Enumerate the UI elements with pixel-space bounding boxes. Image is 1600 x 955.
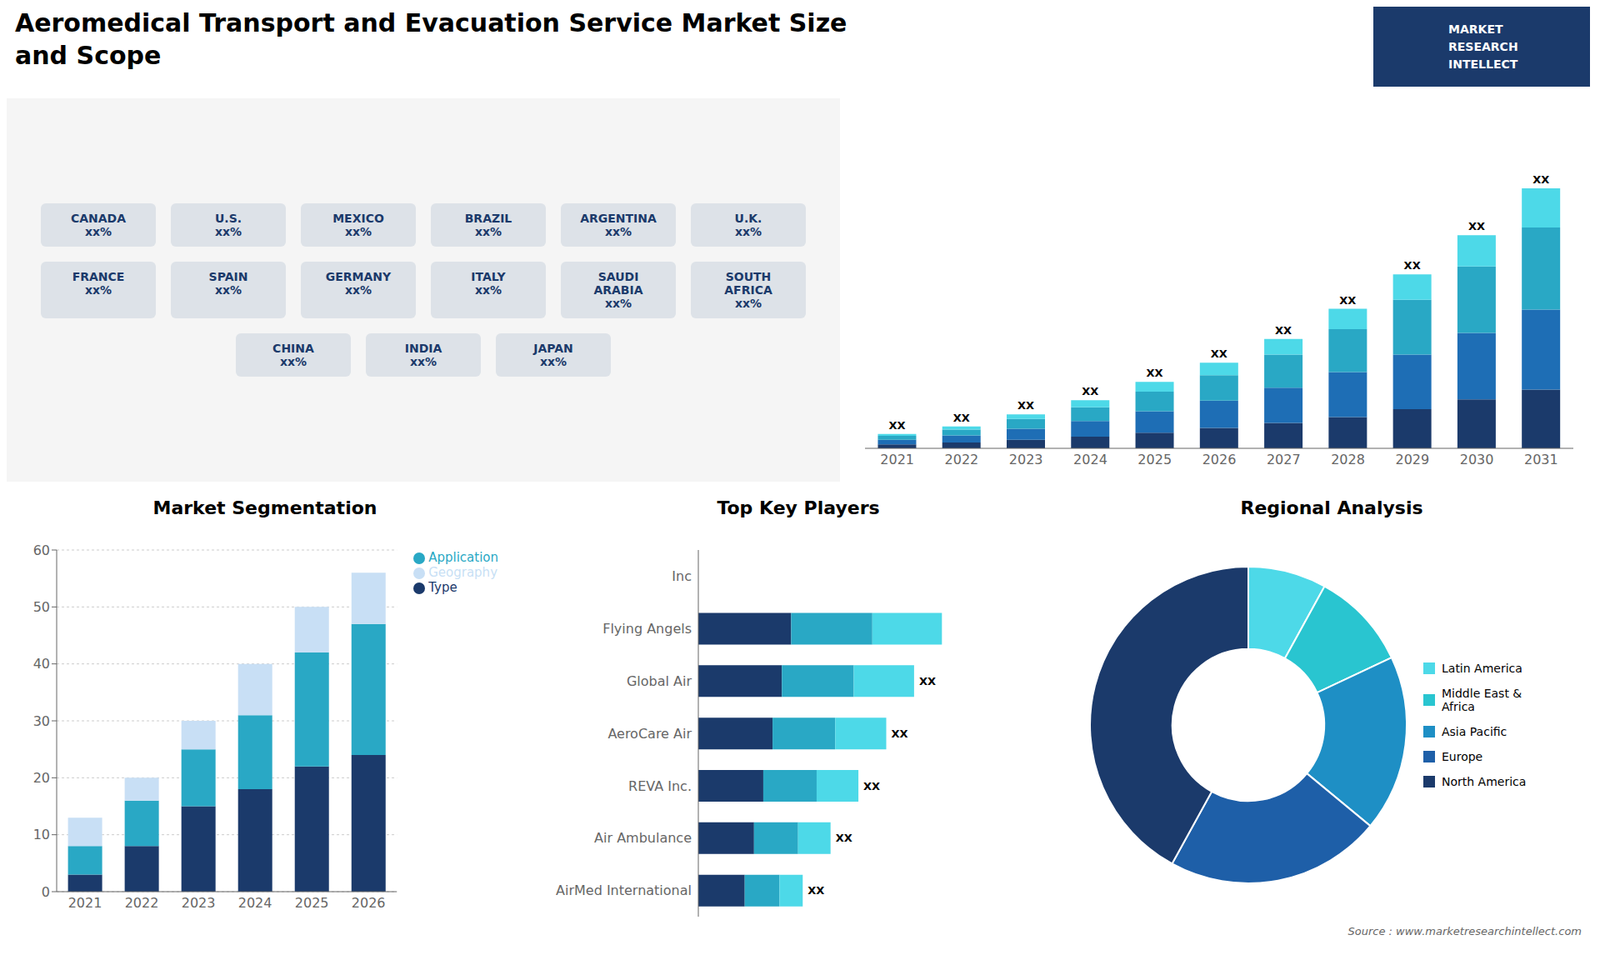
svg-text:2023: 2023 <box>1009 451 1044 468</box>
svg-text:2030: 2030 <box>1460 451 1495 468</box>
html-text:Europe: Europe <box>1441 750 1483 764</box>
svg-text:2029: 2029 <box>1395 451 1430 468</box>
html-text:RESEARCH: RESEARCH <box>1448 39 1518 53</box>
svg-text:2025: 2025 <box>295 895 330 911</box>
svg-text:XX: XX <box>1146 366 1164 380</box>
html-text:JAPAN xx%: JAPAN xx% <box>533 341 574 369</box>
svg-text:XX: XX <box>863 780 880 793</box>
svg-text:Global Air: Global Air <box>626 673 693 690</box>
html-text:Geography: Geography <box>428 565 498 580</box>
html-text:Latin America: Latin America <box>1441 661 1523 675</box>
svg-text:30: 30 <box>33 713 50 730</box>
html-text:INDIA xx%: INDIA xx% <box>404 341 442 369</box>
html-text:Aeromedical Transport and Evac: Aeromedical Transport and Evacuation Ser… <box>15 8 847 70</box>
svg-text:20: 20 <box>33 770 50 786</box>
svg-text:40: 40 <box>33 655 50 672</box>
html-text:North America: North America <box>1441 775 1527 789</box>
svg-text:XX: XX <box>1081 385 1099 398</box>
svg-text:2021: 2021 <box>68 895 103 911</box>
svg-text:AeroCare Air: AeroCare Air <box>607 725 692 742</box>
svg-text:AirMed International: AirMed International <box>555 882 692 899</box>
svg-text:XX: XX <box>1404 259 1421 272</box>
html-text:SAUDI ARABIA xx%: SAUDI ARABIA xx% <box>593 270 643 310</box>
svg-text:XX: XX <box>1532 173 1550 186</box>
svg-text:2024: 2024 <box>1073 451 1108 468</box>
svg-text:2023: 2023 <box>181 895 216 911</box>
svg-text:XX: XX <box>1275 324 1292 337</box>
svg-text:Air Ambulance: Air Ambulance <box>594 830 692 846</box>
html-text:U.K. xx%: U.K. xx% <box>734 211 762 239</box>
svg-text:2031: 2031 <box>1524 451 1559 468</box>
svg-text:XX: XX <box>835 831 853 845</box>
svg-text:2022: 2022 <box>125 895 160 911</box>
html-text:Type: Type <box>428 580 458 595</box>
svg-text:XX: XX <box>919 675 936 688</box>
svg-text:2022: 2022 <box>945 451 980 468</box>
svg-text:XX: XX <box>1210 347 1228 360</box>
html-text:Top Key Players: Top Key Players <box>717 497 880 519</box>
html-text:CHINA xx%: CHINA xx% <box>272 341 315 369</box>
svg-text:2027: 2027 <box>1266 451 1301 468</box>
svg-text:REVA Inc.: REVA Inc. <box>628 778 692 795</box>
svg-text:60: 60 <box>33 542 50 559</box>
svg-text:XX: XX <box>1339 294 1356 307</box>
svg-text:Inc: Inc <box>671 568 692 585</box>
html-text:SOUTH AFRICA xx%: SOUTH AFRICA xx% <box>724 270 773 310</box>
svg-text:0: 0 <box>41 884 50 900</box>
svg-text:2026: 2026 <box>1202 451 1237 468</box>
svg-text:XX: XX <box>1017 399 1035 412</box>
html-text:FRANCE xx%: FRANCE xx% <box>72 270 125 297</box>
svg-text:2024: 2024 <box>238 895 273 911</box>
svg-text:2026: 2026 <box>351 895 386 911</box>
html-text:MARKET: MARKET <box>1448 22 1503 36</box>
html-text:MEXICO xx%: MEXICO xx% <box>332 211 384 239</box>
svg-text:XX: XX <box>1468 220 1485 233</box>
html-text:Source : www.marketresearchint: Source : www.marketresearchintellect.com <box>1347 925 1582 938</box>
svg-text:Flying Angels: Flying Angels <box>602 620 692 637</box>
html-text:ITALY xx%: ITALY xx% <box>471 270 506 297</box>
svg-text:XX: XX <box>890 727 908 740</box>
html-text:Market Segmentation: Market Segmentation <box>152 497 378 519</box>
svg-text:50: 50 <box>33 599 50 615</box>
svg-text:XX: XX <box>953 411 970 425</box>
html-text:Regional Analysis: Regional Analysis <box>1240 497 1423 519</box>
svg-text:10: 10 <box>33 826 50 843</box>
svg-text:2021: 2021 <box>880 451 915 468</box>
html-text:Asia Pacific: Asia Pacific <box>1441 725 1507 739</box>
html-text:INTELLECT: INTELLECT <box>1448 57 1518 71</box>
svg-text:2028: 2028 <box>1330 451 1365 468</box>
svg-text:2025: 2025 <box>1137 451 1172 468</box>
html-text:SPAIN xx%: SPAIN xx% <box>208 270 248 297</box>
svg-text:XX: XX <box>888 419 905 432</box>
svg-text:XX: XX <box>807 884 825 897</box>
html-text:GERMANY xx%: GERMANY xx% <box>325 270 391 297</box>
html-text:BRAZIL xx%: BRAZIL xx% <box>464 211 512 239</box>
html-text:ARGENTINA xx%: ARGENTINA xx% <box>580 211 657 239</box>
html-text:U.S. xx%: U.S. xx% <box>215 211 242 239</box>
html-text:Middle East & Africa: Middle East & Africa <box>1441 686 1522 714</box>
html-text:CANADA xx%: CANADA xx% <box>70 211 126 239</box>
html-text:Application: Application <box>428 550 499 565</box>
